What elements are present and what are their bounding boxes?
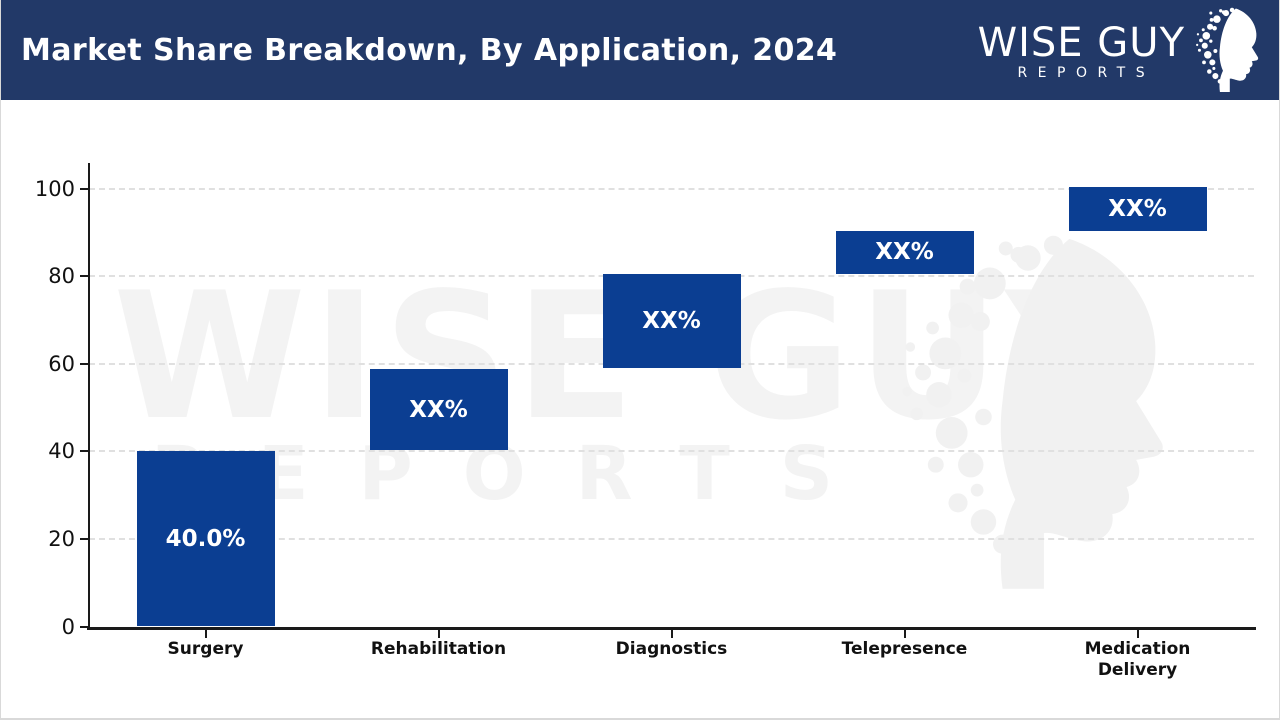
bar-surgery: 40.0% [136,451,275,627]
page-title: Market Share Breakdown, By Application, … [21,32,838,68]
y-tick-mark [80,625,89,628]
x-tick-mark [903,630,906,638]
y-tick-mark [80,187,89,190]
x-tick-mark [437,630,440,638]
y-tick-label: 60 [48,351,75,376]
gridline [89,537,1254,540]
y-tick-mark [80,537,89,540]
category-label: Surgery [167,639,244,659]
bar-telepresence: XX% [835,230,974,274]
logo-text-block: WISE GUY REPORTS [978,22,1185,81]
category-label: Medication Delivery [1084,639,1191,680]
header-bar: Market Share Breakdown, By Application, … [1,0,1279,100]
gridline [89,450,1254,453]
x-tick-mark [1136,630,1139,638]
y-tick-label: 80 [48,264,75,289]
logo-subtitle: REPORTS [1017,64,1156,81]
y-tick-mark [80,450,89,453]
y-tick-label: 0 [61,614,75,639]
bar-rehabilitation: XX% [369,368,508,451]
bar-value-label: XX% [1108,196,1167,223]
bar-medication-delivery: XX% [1068,187,1207,231]
x-tick-mark [670,630,673,638]
bar-value-label: 40.0% [165,525,246,552]
y-tick-mark [80,362,89,365]
y-tick-label: 40 [48,439,75,464]
category-label: Diagnostics [615,639,728,659]
y-tick-label: 100 [34,176,75,201]
wise-guy-logo: WISE GUY REPORTS [978,6,1265,96]
gridline [89,187,1254,190]
y-tick-label: 20 [48,526,75,551]
category-label: Telepresence [841,639,968,659]
logo-wordmark: WISE GUY [977,19,1185,66]
bar-value-label: XX% [409,396,468,423]
bar-value-label: XX% [875,239,934,266]
category-label: Rehabilitation [370,639,507,659]
x-axis-line [87,627,1256,630]
y-tick-mark [80,275,89,278]
x-tick-mark [204,630,207,638]
bar-value-label: XX% [642,307,701,334]
head-profile-icon [1196,7,1259,92]
bar-diagnostics: XX% [602,273,741,369]
y-axis-line [88,163,90,630]
